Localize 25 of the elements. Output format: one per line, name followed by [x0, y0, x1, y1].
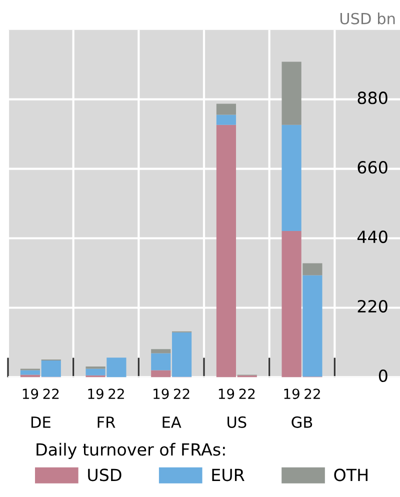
legend-label: EUR	[212, 468, 244, 482]
x-tick-label: 19	[154, 388, 169, 400]
x-tick-label: 22	[174, 388, 190, 399]
x-tick-label: 22	[239, 388, 255, 399]
text: GB	[292, 416, 312, 428]
y-tick-label: 220	[358, 300, 388, 313]
legend-label: USD	[88, 468, 122, 482]
text: FR	[98, 416, 116, 428]
x-tick-label: 19	[88, 388, 104, 400]
text: DE	[31, 416, 50, 428]
x-tick-label: 19	[284, 388, 300, 400]
x-tick-label: 19	[22, 388, 38, 400]
legend-title: Daily turnover of FRAs:	[36, 442, 225, 460]
y-tick-label: 660	[358, 161, 388, 174]
text: US	[228, 416, 246, 428]
x-tick-label: 22	[304, 388, 320, 399]
x-tick-label: 22	[108, 388, 124, 399]
y-tick-label: 0	[378, 369, 388, 382]
y-axis-title: USD bn	[340, 12, 395, 24]
x-tick-label: 22	[43, 388, 59, 399]
y-tick-label: 880	[358, 92, 388, 104]
legend-label: OTH	[334, 468, 368, 482]
text: EA	[162, 416, 182, 428]
x-tick-label: 19	[218, 388, 234, 400]
y-tick-label: 440	[357, 230, 388, 244]
